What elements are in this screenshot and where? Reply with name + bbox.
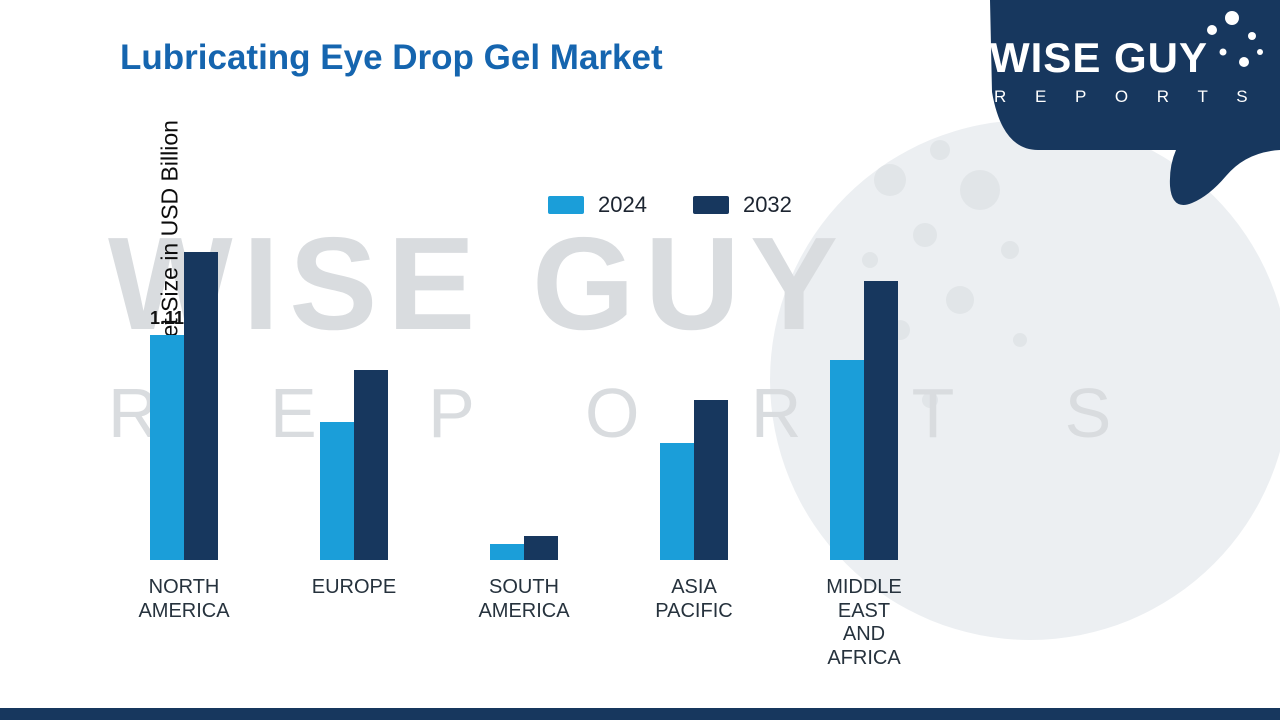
legend-label: 2032 [742, 192, 792, 217]
bar-value-label: 1.11 [149, 308, 185, 328]
logo-shape [990, 0, 1280, 205]
category-label-3: ASIA PACIFIC [655, 576, 733, 622]
bar-2032-cat0 [184, 252, 218, 560]
legend-label: 2024 [598, 192, 647, 217]
bar-2024-cat0 [150, 335, 184, 560]
bar-2024-cat1 [320, 422, 354, 560]
bar-2024-cat4 [830, 360, 864, 560]
bar-2032-cat1 [354, 370, 388, 560]
bar-2024-cat2 [490, 544, 524, 560]
legend-swatch-2032 [692, 196, 729, 214]
category-label-2: SOUTH AMERICA [478, 576, 570, 622]
page-title: Lubricating Eye Drop Gel Market [120, 38, 663, 77]
logo-text-line2: R E P O R T S [994, 87, 1260, 106]
chart-legend: 2024 2032 [548, 192, 792, 218]
logo-text-line1: WISE GUY [990, 34, 1208, 81]
category-label-4: MIDDLE EAST AND AFRICA [826, 576, 902, 669]
brand-logo: WISE GUY R E P O R T S [960, 0, 1280, 230]
legend-item-2024: 2024 [548, 192, 647, 218]
bar-2032-cat2 [524, 536, 558, 560]
bar-2024-cat3 [660, 443, 694, 560]
bar-chart: 1.11 [120, 236, 920, 560]
category-label-0: NORTH AMERICA [138, 576, 230, 622]
footer-bar [0, 708, 1280, 720]
bar-2032-cat3 [694, 400, 728, 560]
legend-swatch-2024 [548, 196, 584, 214]
x-axis-category-labels: NORTH AMERICA EUROPE SOUTH AMERICA ASIA PAC… [120, 568, 920, 688]
category-label-1: EUROPE [311, 576, 397, 598]
legend-item-2032: 2032 [692, 192, 792, 218]
bar-2032-cat4 [864, 281, 898, 560]
